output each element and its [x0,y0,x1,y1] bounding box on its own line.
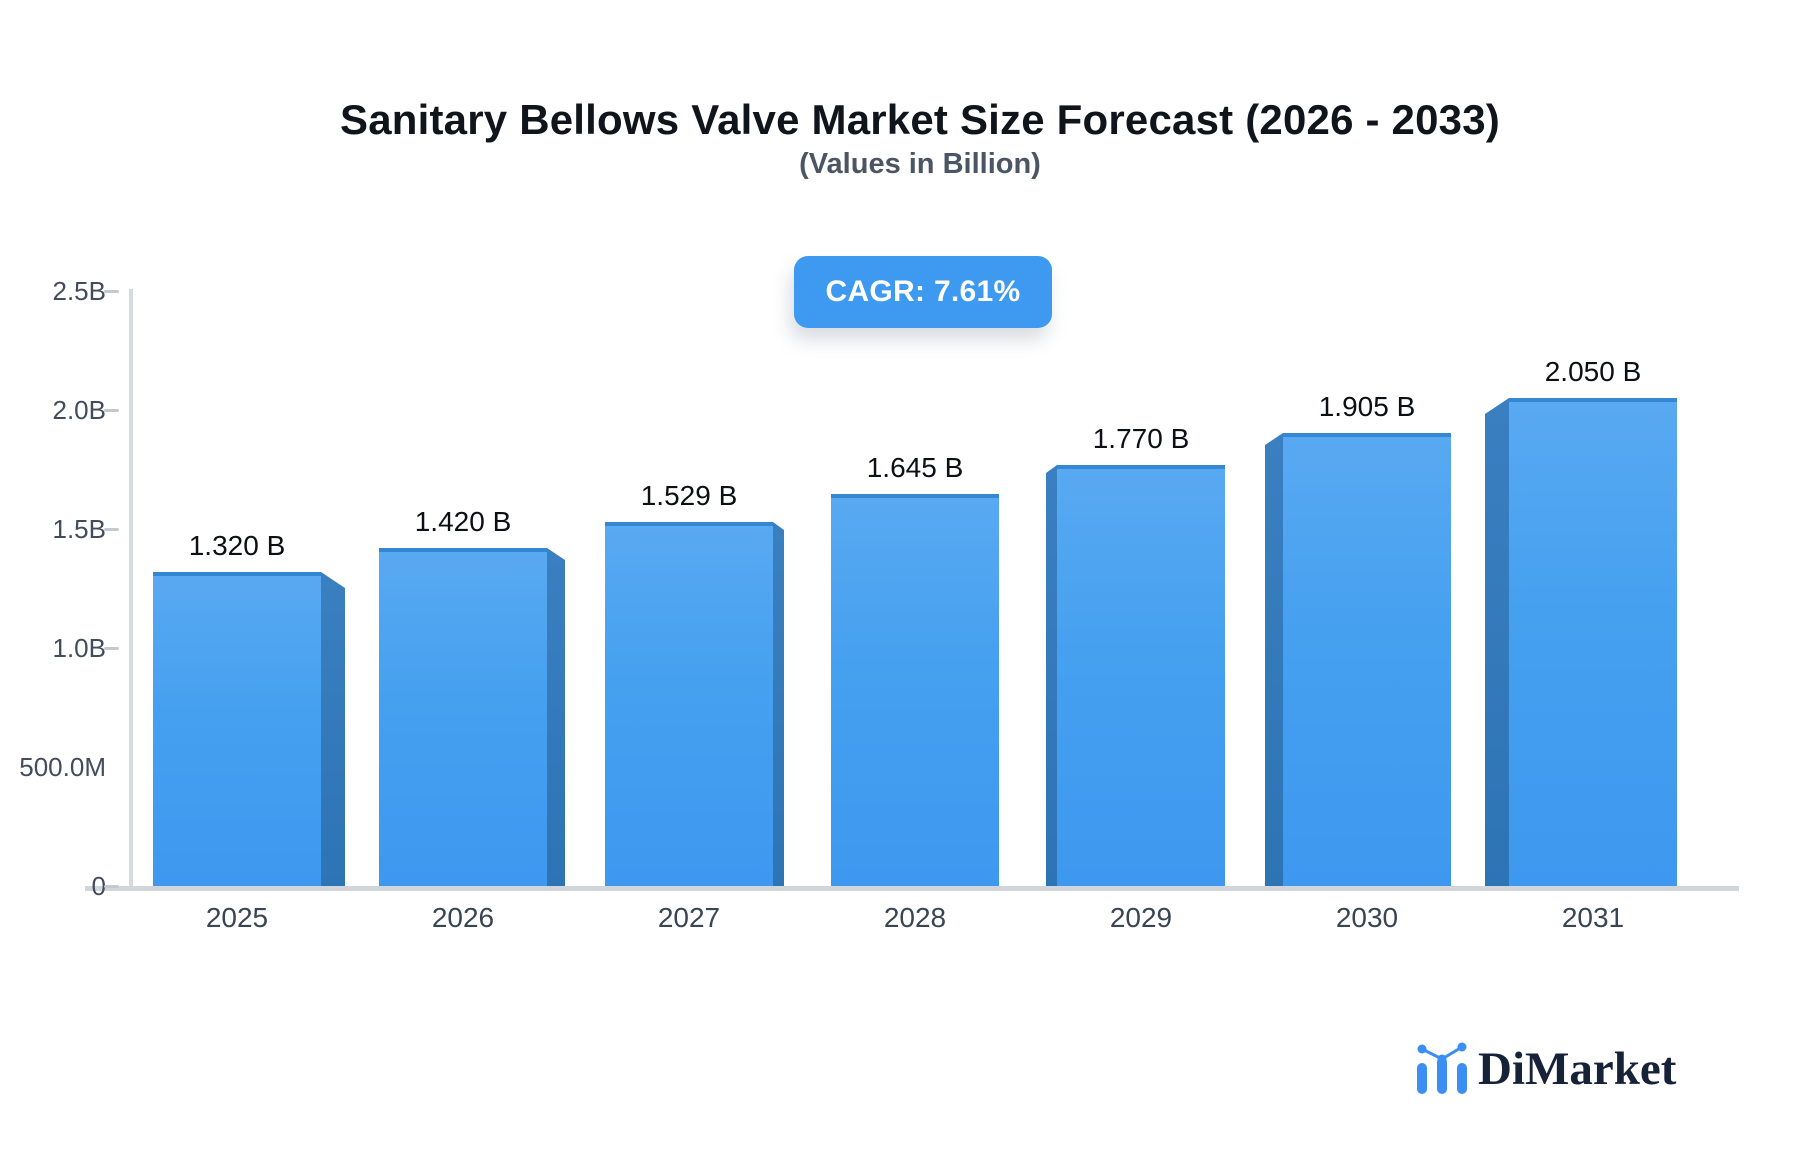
y-axis-tick-label: 0 [91,871,106,901]
bar-2026[interactable] [379,548,547,886]
x-axis-baseline [85,886,1739,891]
x-axis-label-2030: 2030 [1335,902,1399,933]
bar-value-label-2028: 1.645 B [866,452,964,483]
brand-name: DiMarket [1478,1043,1677,1095]
x-axis-label-2026: 2026 [431,902,495,933]
bar-chart-logo-icon [1417,1042,1467,1094]
y-axis-tick-dash [104,885,119,888]
x-axis-label-2025: 2025 [205,902,269,933]
x-axis-label-2031: 2031 [1561,902,1625,933]
y-axis-tick-dash [104,409,119,412]
bar-2031-side-panel [1485,398,1509,886]
bar-2029-side-panel [1046,465,1057,886]
bar-value-label-2030: 1.905 B [1318,391,1416,422]
bar-2030[interactable] [1283,433,1451,886]
bar-2031[interactable] [1509,398,1677,886]
bar-value-label-2027: 1.529 B [640,480,738,511]
y-axis-tick-dash [104,647,119,650]
bar-2028[interactable] [831,494,999,886]
y-axis-tick-label: 2.5B [52,276,107,306]
chart-subtitle: (Values in Billion) [799,148,1041,180]
y-axis-tick-dash [104,528,119,531]
y-axis-tick-label: 500.0M [19,752,106,782]
chart-title: Sanitary Bellows Valve Market Size Forec… [340,96,1500,143]
bar-value-label-2031: 2.050 B [1544,356,1642,387]
x-axis-label-2028: 2028 [883,902,947,933]
bar-2027[interactable] [605,522,773,886]
cagr-badge-label: CAGR: 7.61% [825,275,1021,308]
y-axis-line [129,289,133,891]
y-axis-tick-label: 1.0B [52,633,107,663]
x-axis-label-2027: 2027 [657,902,721,933]
y-axis-tick-label: 2.0B [52,395,107,425]
x-axis-label-2029: 2029 [1109,902,1173,933]
bar-2025-side-panel [321,572,345,886]
y-axis-tick-label: 1.5B [52,514,107,544]
brand-logo: DiMarket [1416,1042,1676,1094]
cagr-badge: CAGR: 7.61% [794,256,1052,328]
bar-2025[interactable] [153,572,321,886]
y-axis-tick-dash [104,290,119,293]
bar-2029[interactable] [1057,465,1225,886]
bar-2026-side-panel [547,548,565,886]
bar-value-label-2029: 1.770 B [1092,423,1190,454]
bar-value-label-2026: 1.420 B [414,506,512,537]
bar-2030-side-panel [1265,433,1283,886]
bar-2027-side-panel [773,522,784,886]
bar-value-label-2025: 1.320 B [188,530,286,561]
